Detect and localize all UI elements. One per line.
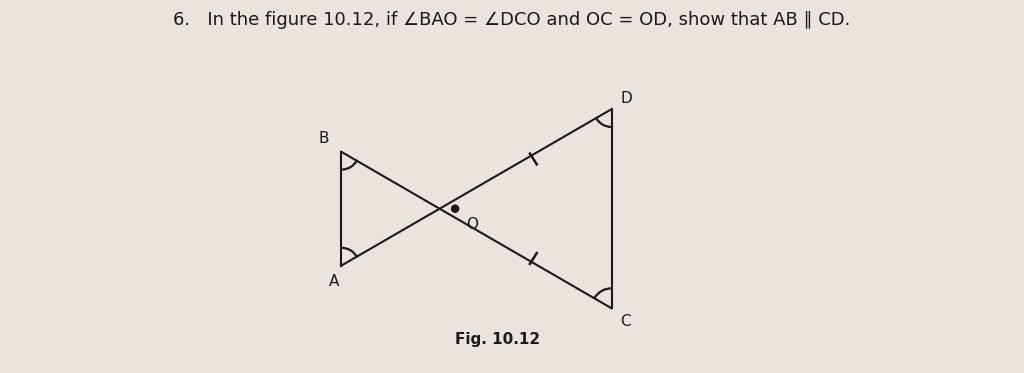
Text: Fig. 10.12: Fig. 10.12	[456, 332, 541, 347]
Text: D: D	[621, 91, 632, 106]
Text: O: O	[466, 217, 478, 232]
Text: 6.   In the figure 10.12, if ∠BAO = ∠DCO and OC = OD, show that AB ∥ CD.: 6. In the figure 10.12, if ∠BAO = ∠DCO a…	[173, 11, 851, 29]
Text: A: A	[329, 274, 339, 289]
Text: B: B	[318, 131, 329, 146]
Circle shape	[452, 205, 459, 212]
Text: C: C	[621, 314, 631, 329]
